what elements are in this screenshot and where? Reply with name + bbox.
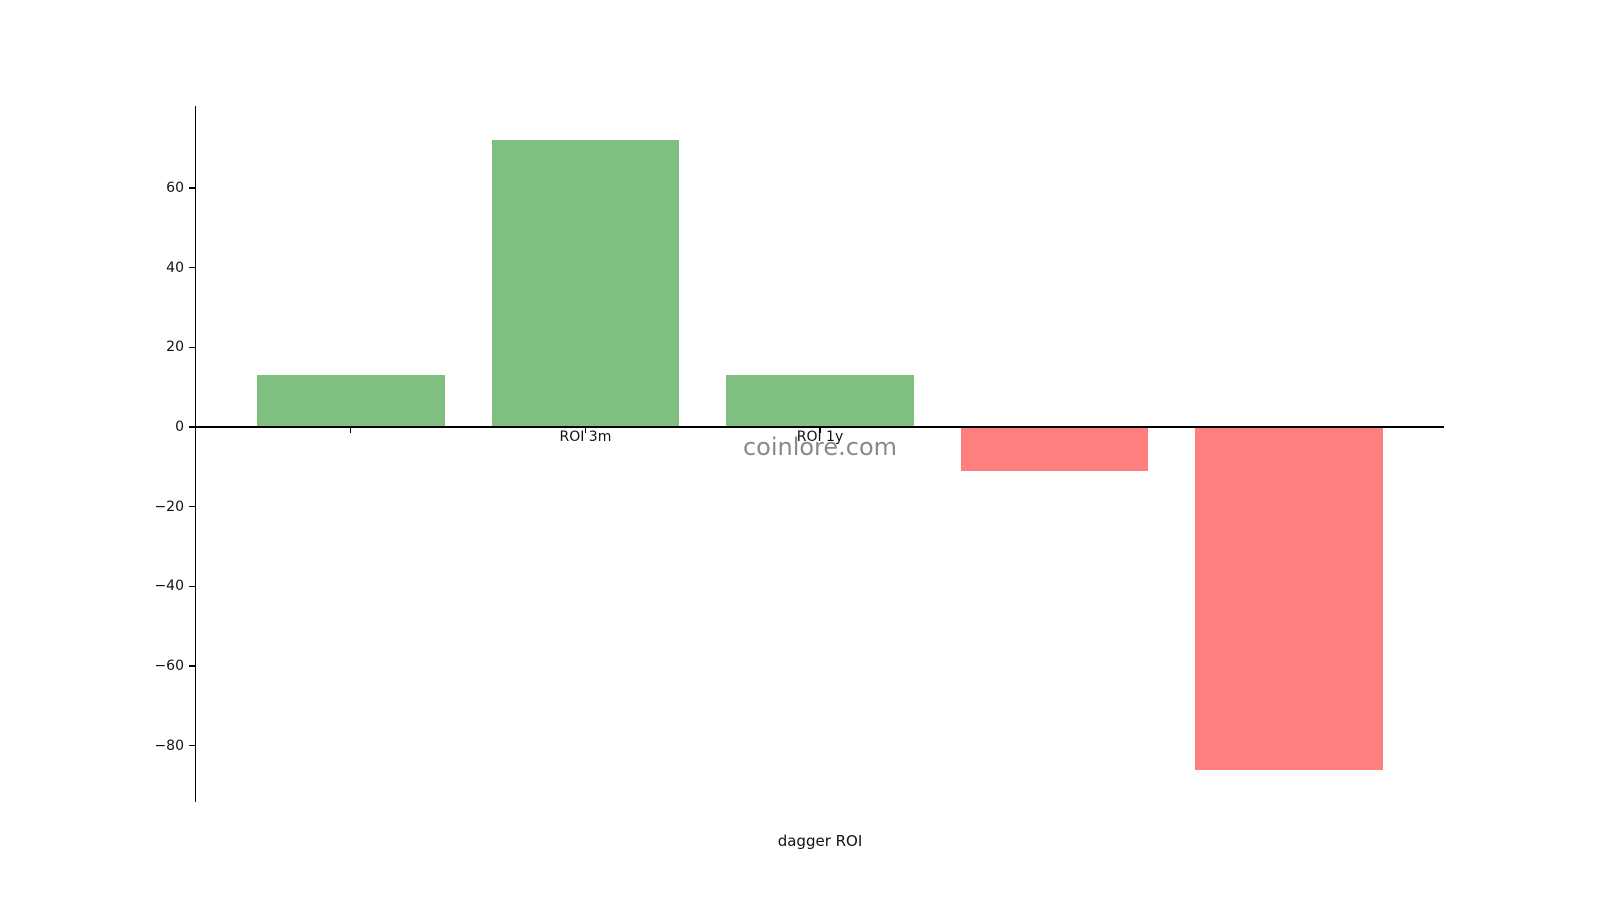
x-tick-label: ROI 1y [796,428,844,445]
x-tick-mark [584,427,587,434]
y-tick-label: 40 [166,259,184,276]
x-tick-mark [350,427,352,434]
y-tick-label: −60 [154,658,184,675]
y-tick-mark [189,267,196,269]
y-tick-mark [189,346,196,349]
y-axis-spine [195,106,197,802]
x-axis-title: dagger ROI [777,832,863,850]
bar-ROI 3m [491,140,680,428]
x-tick-mark [819,427,821,434]
y-tick-mark [189,506,196,508]
y-tick-mark [189,426,196,428]
y-tick-label: 20 [166,339,184,356]
x-axis-zero-line [196,426,1444,428]
y-tick-mark [189,585,196,588]
x-tick-label: ROI 3m [559,428,612,445]
plot-area: 60 40 20 0 −20 −40 −60 −80 ROI 3m ROI 1y coinlor… [154,106,1444,850]
y-tick-mark [189,665,196,667]
y-tick-label: 60 [166,180,184,197]
bar-series-4 [1195,427,1383,770]
bar-series-0 [256,375,445,428]
y-tick-label: 0 [175,419,184,436]
y-tick-label: −20 [154,498,184,515]
bar-series-3 [960,427,1149,471]
bar-ROI 1y [726,375,914,428]
y-tick-label: −80 [154,737,184,754]
y-tick-label: −40 [154,578,184,595]
watermark-text: coinlore.com [742,433,898,461]
y-tick-mark [189,745,196,747]
y-tick-mark [189,187,196,189]
